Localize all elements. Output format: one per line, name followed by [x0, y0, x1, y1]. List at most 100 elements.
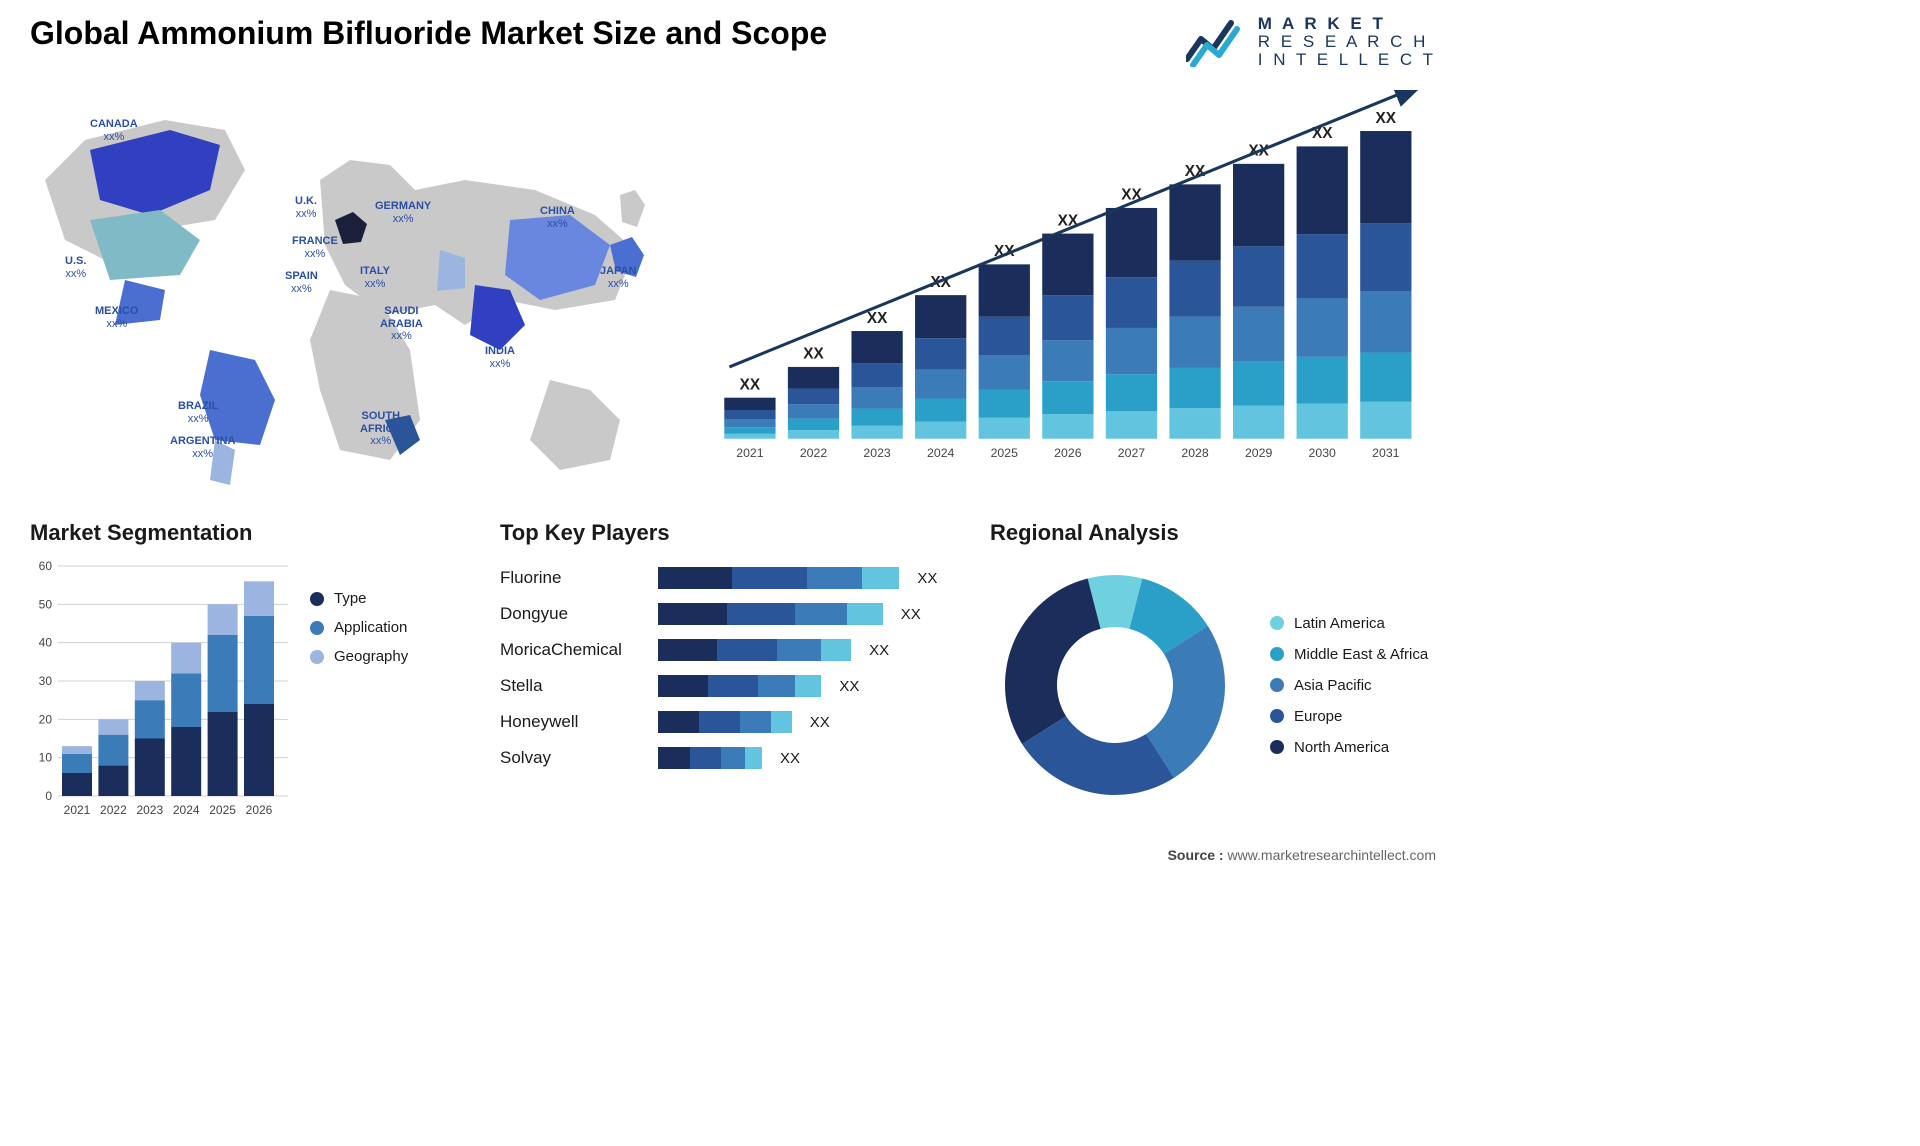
player-bar-seg: [821, 639, 851, 661]
player-name: Stella: [500, 676, 640, 696]
svg-text:2022: 2022: [800, 446, 828, 460]
player-bar-seg: [658, 603, 727, 625]
source-line: Source : www.marketresearchintellect.com: [1168, 847, 1436, 863]
player-bar: [658, 711, 792, 733]
legend-dot-icon: [1270, 740, 1284, 754]
region-legend-item: Middle East & Africa: [1270, 646, 1428, 663]
svg-text:2031: 2031: [1372, 446, 1400, 460]
header: Global Ammonium Bifluoride Market Size a…: [30, 15, 1436, 69]
region-legend-item: Europe: [1270, 708, 1428, 725]
svg-text:2023: 2023: [136, 803, 163, 817]
svg-text:2029: 2029: [1245, 446, 1273, 460]
region-legend-item: North America: [1270, 739, 1428, 756]
svg-text:50: 50: [39, 597, 53, 611]
player-value: XX: [839, 678, 879, 695]
player-bar: [658, 567, 899, 589]
svg-text:2024: 2024: [927, 446, 955, 460]
brand-line1: M A R K E T: [1258, 15, 1436, 33]
player-bar-seg: [807, 567, 863, 589]
svg-text:20: 20: [39, 712, 53, 726]
svg-text:2028: 2028: [1181, 446, 1209, 460]
page-title: Global Ammonium Bifluoride Market Size a…: [30, 15, 827, 52]
map-label-japan: JAPANxx%: [600, 265, 636, 290]
map-label-safrica: SOUTHAFRICAxx%: [360, 410, 402, 448]
player-bar: [658, 639, 851, 661]
player-bar: [658, 675, 821, 697]
segmentation-chart: 0102030405060202120222023202420252026: [30, 560, 290, 820]
player-bar-seg: [658, 747, 690, 769]
svg-text:2021: 2021: [736, 446, 764, 460]
seg-legend-item: Geography: [310, 648, 408, 665]
legend-dot-icon: [310, 650, 324, 664]
player-bar-seg: [740, 711, 772, 733]
player-value: XX: [869, 642, 909, 659]
legend-dot-icon: [310, 621, 324, 635]
player-bar-seg: [758, 675, 795, 697]
brand-mark-icon: [1186, 17, 1246, 67]
regional-legend: Latin America Middle East & Africa Asia Pa…: [1270, 615, 1428, 756]
legend-label: Asia Pacific: [1294, 677, 1372, 694]
svg-text:2026: 2026: [246, 803, 273, 817]
player-bar-seg: [658, 675, 708, 697]
regional-panel: Regional Analysis Latin America Middle Ea…: [990, 520, 1436, 820]
svg-text:XX: XX: [1376, 110, 1397, 127]
svg-text:10: 10: [39, 751, 53, 765]
svg-text:2026: 2026: [1054, 446, 1082, 460]
player-bar-seg: [658, 711, 699, 733]
svg-text:2025: 2025: [991, 446, 1019, 460]
source-value: www.marketresearchintellect.com: [1227, 847, 1436, 863]
map-label-germany: GERMANYxx%: [375, 200, 431, 225]
brand-line2: R E S E A R C H: [1258, 33, 1436, 51]
players-chart: FluorineXXDongyueXXMoricaChemicalXXStell…: [500, 560, 960, 776]
player-row: DongyueXX: [500, 596, 960, 632]
player-name: MoricaChemical: [500, 640, 640, 660]
brand-text: M A R K E T R E S E A R C H I N T E L L …: [1258, 15, 1436, 69]
svg-text:2030: 2030: [1309, 446, 1337, 460]
world-map-svg: [30, 90, 680, 490]
regional-body: Latin America Middle East & Africa Asia Pa…: [990, 560, 1436, 810]
player-bar-seg: [847, 603, 882, 625]
player-bar-seg: [717, 639, 776, 661]
player-bar-seg: [795, 675, 821, 697]
map-label-india: INDIAxx%: [485, 345, 515, 370]
player-bar-seg: [777, 639, 822, 661]
segmentation-title: Market Segmentation: [30, 520, 470, 546]
region-legend-item: Latin America: [1270, 615, 1428, 632]
legend-dot-icon: [1270, 709, 1284, 723]
top-row: CANADAxx%U.S.xx%MEXICOxx%BRAZILxx%ARGENT…: [30, 90, 1436, 490]
svg-text:2025: 2025: [209, 803, 236, 817]
brand-logo: M A R K E T R E S E A R C H I N T E L L …: [1186, 15, 1436, 69]
regional-title: Regional Analysis: [990, 520, 1436, 546]
player-name: Dongyue: [500, 604, 640, 624]
segmentation-body: 0102030405060202120222023202420252026 Ty…: [30, 560, 470, 820]
svg-text:XX: XX: [867, 310, 888, 327]
market-size-chart: XX2021XX2022XX2023XX2024XX2025XX2026XX20…: [710, 90, 1436, 490]
region-legend-item: Asia Pacific: [1270, 677, 1428, 694]
svg-text:XX: XX: [803, 346, 824, 363]
segmentation-panel: Market Segmentation 01020304050602021202…: [30, 520, 470, 820]
map-label-saudi: SAUDIARABIAxx%: [380, 305, 423, 343]
bottom-row: Market Segmentation 01020304050602021202…: [30, 520, 1436, 820]
map-label-italy: ITALYxx%: [360, 265, 390, 290]
map-label-canada: CANADAxx%: [90, 118, 138, 143]
legend-label: Application: [334, 619, 407, 636]
world-map: CANADAxx%U.S.xx%MEXICOxx%BRAZILxx%ARGENT…: [30, 90, 680, 490]
legend-dot-icon: [1270, 616, 1284, 630]
player-row: HoneywellXX: [500, 704, 960, 740]
svg-text:2022: 2022: [100, 803, 127, 817]
map-label-uk: U.K.xx%: [295, 195, 317, 220]
map-label-mexico: MEXICOxx%: [95, 305, 138, 330]
player-value: XX: [780, 750, 820, 767]
map-label-argentina: ARGENTINAxx%: [170, 435, 235, 460]
svg-text:2023: 2023: [863, 446, 891, 460]
legend-label: Latin America: [1294, 615, 1385, 632]
player-name: Fluorine: [500, 568, 640, 588]
player-bar-seg: [658, 567, 732, 589]
player-bar-seg: [771, 711, 791, 733]
legend-label: Geography: [334, 648, 408, 665]
legend-dot-icon: [310, 592, 324, 606]
brand-line3: I N T E L L E C T: [1258, 51, 1436, 69]
source-label: Source :: [1168, 847, 1224, 863]
player-bar-seg: [699, 711, 740, 733]
player-row: Stella XX: [500, 668, 960, 704]
